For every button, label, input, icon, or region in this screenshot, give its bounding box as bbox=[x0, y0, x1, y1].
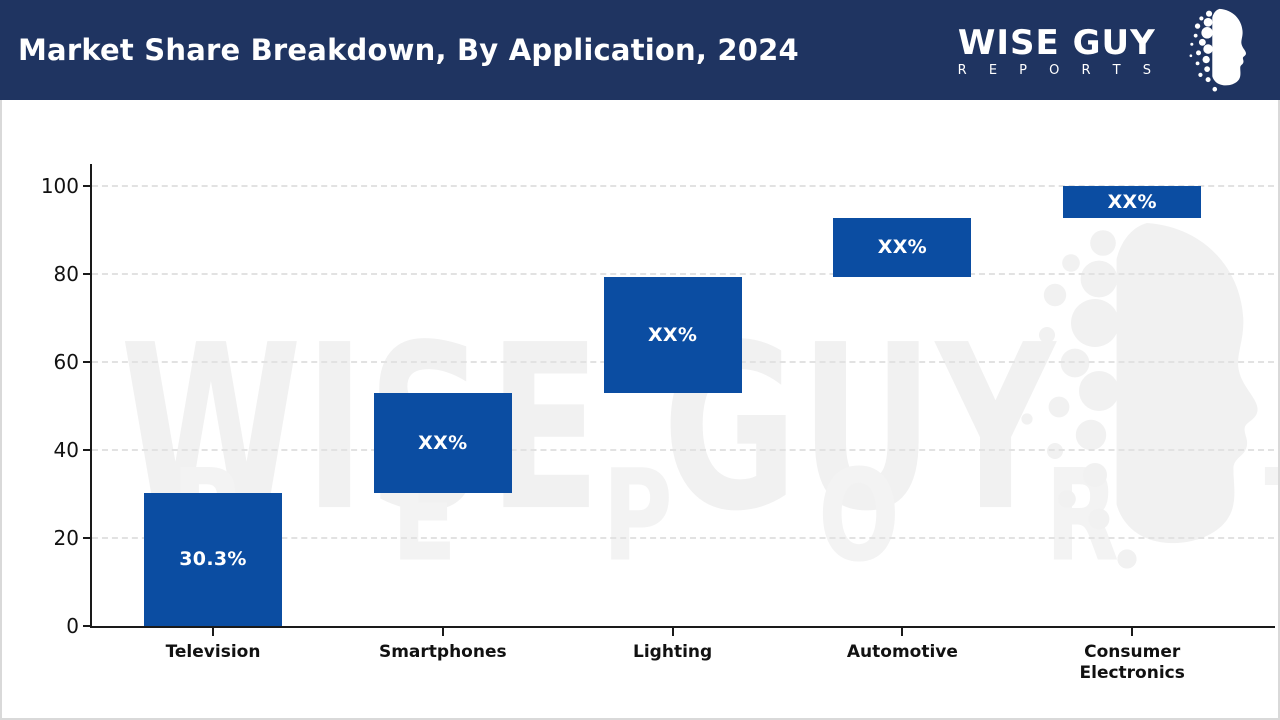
x-tick-mark bbox=[212, 628, 214, 636]
header: Market Share Breakdown, By Application, … bbox=[0, 0, 1280, 100]
x-tick-mark bbox=[441, 628, 444, 636]
x-category-label-smartphones: Smartphones bbox=[378, 642, 507, 662]
bar-lighting: XX% bbox=[603, 276, 742, 393]
y-tick-mark bbox=[83, 625, 90, 627]
bar-automotive: XX% bbox=[833, 217, 972, 277]
x-tick-mark bbox=[1131, 628, 1134, 636]
bar-value-label: 30.3% bbox=[179, 548, 247, 571]
wise-guy-face-icon bbox=[1189, 8, 1247, 92]
gridline-y-100 bbox=[92, 185, 1274, 187]
chart-canvas: WISE GUY R E P O R T S bbox=[0, 100, 1280, 720]
bar-value-label: XX% bbox=[877, 236, 928, 259]
y-tick-mark bbox=[83, 273, 90, 275]
logo-subtitle: R E P O R T S bbox=[957, 63, 1160, 78]
x-category-label-consumer-electronics: Consumer Electronics bbox=[1079, 642, 1185, 684]
y-tick-label-60: 60 bbox=[53, 350, 79, 374]
y-tick-mark bbox=[83, 361, 90, 363]
bar-value-label: XX% bbox=[1107, 191, 1157, 214]
bar-value-label: XX% bbox=[418, 431, 468, 454]
x-category-label-automotive: Automotive bbox=[846, 642, 958, 662]
x-axis-spine bbox=[90, 626, 1275, 628]
y-tick-label-80: 80 bbox=[53, 262, 79, 286]
watermark-face-icon bbox=[1021, 223, 1258, 569]
y-tick-label-40: 40 bbox=[53, 438, 79, 462]
y-tick-mark bbox=[83, 449, 90, 451]
x-category-label-television: Television bbox=[165, 642, 261, 662]
page-title: Market Share Breakdown, By Application, … bbox=[18, 33, 799, 67]
gridline-y-40 bbox=[92, 449, 1274, 451]
y-axis-spine bbox=[90, 164, 92, 628]
x-tick-mark bbox=[901, 628, 904, 636]
y-tick-label-100: 100 bbox=[40, 174, 79, 198]
bar-smartphones: XX% bbox=[373, 392, 512, 493]
bar-value-label: XX% bbox=[647, 323, 698, 346]
gridline-y-80 bbox=[92, 273, 1274, 275]
bar-consumer-electronics: XX% bbox=[1063, 186, 1202, 218]
x-tick-mark bbox=[671, 628, 674, 636]
wise-guy-logo: WISE GUY R E P O R T S bbox=[954, 6, 1258, 94]
y-tick-mark bbox=[83, 185, 90, 187]
logo-name: WISE GUY bbox=[957, 23, 1156, 63]
gridline-y-20 bbox=[92, 537, 1274, 539]
x-category-label-lighting: Lighting bbox=[633, 642, 713, 662]
logo-text: WISE GUY R E P O R T S bbox=[954, 26, 1160, 78]
y-tick-label-0: 0 bbox=[66, 614, 79, 638]
bar-television: 30.3% bbox=[144, 492, 282, 626]
y-tick-mark bbox=[83, 537, 90, 539]
y-tick-label-20: 20 bbox=[53, 526, 79, 550]
